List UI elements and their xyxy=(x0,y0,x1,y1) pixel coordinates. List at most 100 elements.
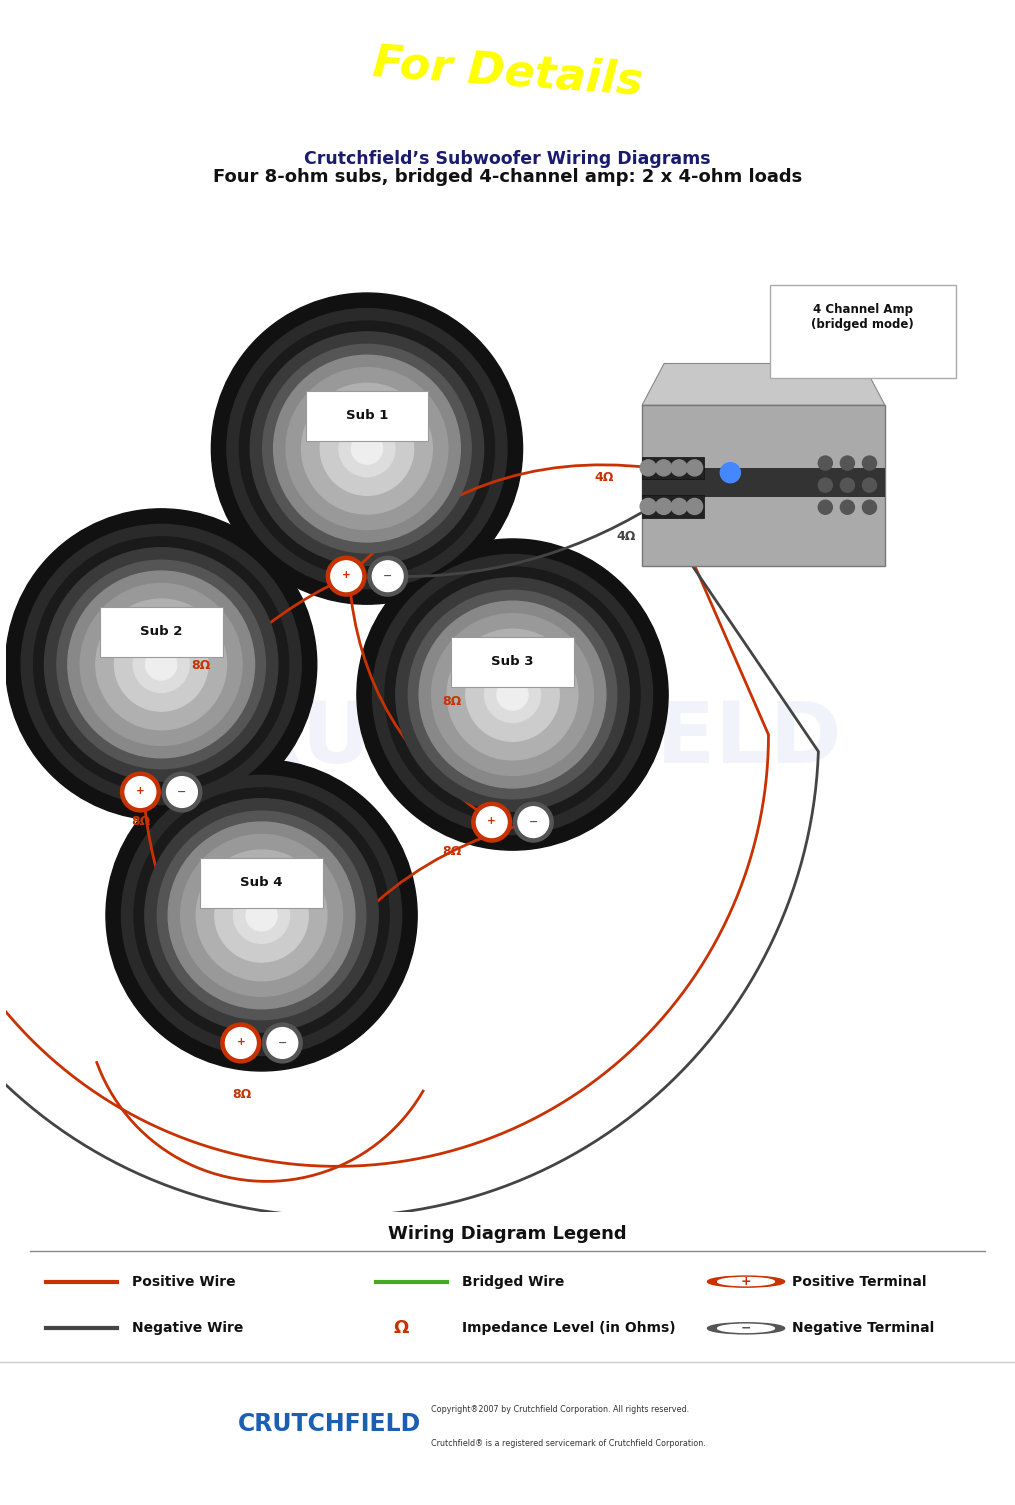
Circle shape xyxy=(408,590,617,799)
FancyBboxPatch shape xyxy=(200,858,323,908)
Circle shape xyxy=(95,599,226,730)
Circle shape xyxy=(286,367,448,530)
Text: 8Ω: 8Ω xyxy=(231,1088,251,1102)
Text: 8Ω: 8Ω xyxy=(192,659,211,673)
Circle shape xyxy=(863,479,877,492)
Text: Ω: Ω xyxy=(393,1320,409,1338)
Circle shape xyxy=(263,1023,302,1063)
Circle shape xyxy=(472,802,512,841)
Text: +: + xyxy=(741,1275,751,1288)
Circle shape xyxy=(162,772,202,811)
Circle shape xyxy=(168,822,355,1008)
Circle shape xyxy=(818,456,832,470)
FancyBboxPatch shape xyxy=(642,405,885,566)
Text: Positive Wire: Positive Wire xyxy=(132,1275,235,1288)
Circle shape xyxy=(686,498,702,515)
Circle shape xyxy=(863,500,877,515)
Circle shape xyxy=(106,760,417,1072)
Circle shape xyxy=(196,850,327,981)
Circle shape xyxy=(840,500,855,515)
Circle shape xyxy=(267,1028,297,1058)
Text: Sub 4: Sub 4 xyxy=(241,876,283,889)
Circle shape xyxy=(431,614,594,775)
Polygon shape xyxy=(642,364,885,405)
Circle shape xyxy=(718,1278,774,1285)
Text: Sub 2: Sub 2 xyxy=(140,625,183,638)
Circle shape xyxy=(818,479,832,492)
Circle shape xyxy=(721,462,740,483)
Text: 8Ω: 8Ω xyxy=(443,695,462,707)
Circle shape xyxy=(321,402,414,495)
Circle shape xyxy=(215,868,309,962)
FancyBboxPatch shape xyxy=(306,391,428,441)
Circle shape xyxy=(671,461,687,476)
Circle shape xyxy=(157,811,365,1020)
Circle shape xyxy=(840,479,855,492)
Text: Sub 3: Sub 3 xyxy=(491,655,534,668)
Circle shape xyxy=(514,802,553,841)
Circle shape xyxy=(331,561,361,591)
Circle shape xyxy=(671,498,687,515)
Text: Crutchfield’s Subwoofer Wiring Diagrams: Crutchfield’s Subwoofer Wiring Diagrams xyxy=(304,149,710,167)
Text: Four 8-ohm subs, bridged 4-channel amp: 2 x 4-ohm loads: Four 8-ohm subs, bridged 4-channel amp: … xyxy=(213,167,802,185)
Circle shape xyxy=(484,667,541,722)
Text: For Details: For Details xyxy=(371,41,644,102)
Text: 4 Channel Amp
(bridged mode): 4 Channel Amp (bridged mode) xyxy=(811,303,915,331)
Circle shape xyxy=(121,772,160,811)
Text: −: − xyxy=(383,572,393,581)
Circle shape xyxy=(718,1324,774,1332)
Circle shape xyxy=(181,834,342,996)
Text: 4Ω: 4Ω xyxy=(617,530,636,543)
Text: +: + xyxy=(342,570,350,581)
Circle shape xyxy=(233,888,289,944)
Text: Wiring Diagram Legend: Wiring Diagram Legend xyxy=(388,1225,627,1243)
Circle shape xyxy=(33,537,288,792)
Circle shape xyxy=(640,461,657,476)
Circle shape xyxy=(145,649,177,680)
Circle shape xyxy=(656,498,672,515)
Circle shape xyxy=(707,1323,785,1333)
Circle shape xyxy=(274,355,461,542)
Circle shape xyxy=(357,539,668,850)
Circle shape xyxy=(166,777,197,807)
Text: Crutchfield® is a registered servicemark of Crutchfield Corporation.: Crutchfield® is a registered servicemark… xyxy=(431,1439,706,1448)
FancyBboxPatch shape xyxy=(769,284,956,378)
Circle shape xyxy=(57,560,266,769)
Text: Copyright®2007 by Crutchfield Corporation. All rights reserved.: Copyright®2007 by Crutchfield Corporatio… xyxy=(431,1404,689,1413)
Text: +: + xyxy=(136,786,145,796)
Circle shape xyxy=(68,570,255,759)
Circle shape xyxy=(385,567,640,822)
Circle shape xyxy=(396,578,629,811)
Circle shape xyxy=(125,777,155,807)
FancyBboxPatch shape xyxy=(99,607,222,656)
Circle shape xyxy=(656,461,672,476)
Text: CRUTCHFIELD: CRUTCHFIELD xyxy=(238,1412,421,1436)
Circle shape xyxy=(115,617,208,712)
Circle shape xyxy=(221,1023,261,1063)
Circle shape xyxy=(466,647,559,742)
Text: Positive Terminal: Positive Terminal xyxy=(792,1275,927,1288)
Bar xyxy=(642,468,885,497)
Circle shape xyxy=(227,309,508,588)
Text: 8Ω: 8Ω xyxy=(443,846,462,858)
Text: −: − xyxy=(178,787,187,798)
Circle shape xyxy=(518,807,549,837)
Circle shape xyxy=(707,1276,785,1287)
Circle shape xyxy=(251,333,484,566)
Circle shape xyxy=(373,554,653,835)
Circle shape xyxy=(419,600,606,789)
Circle shape xyxy=(373,561,403,591)
Circle shape xyxy=(686,461,702,476)
Circle shape xyxy=(122,775,402,1055)
Bar xyxy=(642,456,703,479)
Circle shape xyxy=(80,584,243,745)
Circle shape xyxy=(476,807,508,837)
Text: 4Ω: 4Ω xyxy=(595,471,614,485)
Circle shape xyxy=(21,524,301,805)
Circle shape xyxy=(246,900,277,932)
Bar xyxy=(642,495,703,518)
Text: Negative Terminal: Negative Terminal xyxy=(792,1321,934,1335)
Circle shape xyxy=(367,557,408,596)
Text: +: + xyxy=(487,816,496,826)
Text: Negative Wire: Negative Wire xyxy=(132,1321,244,1335)
